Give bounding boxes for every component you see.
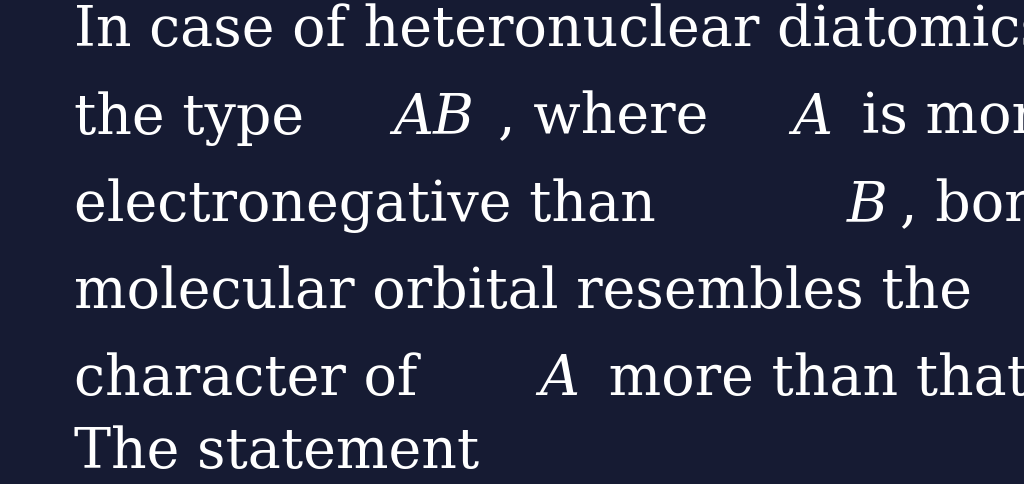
Text: , bonding: , bonding [900, 178, 1024, 232]
Text: character of: character of [74, 352, 435, 407]
Text: B: B [847, 178, 888, 232]
Text: molecular orbital resembles the: molecular orbital resembles the [74, 265, 972, 319]
Text: , where: , where [498, 91, 726, 145]
Text: electronegative than: electronegative than [74, 178, 673, 232]
Text: The statement: The statement [74, 424, 479, 479]
Text: A: A [792, 91, 833, 145]
Text: more than that of: more than that of [591, 352, 1024, 407]
Text: In case of heteronuclear diatomics of: In case of heteronuclear diatomics of [74, 3, 1024, 58]
Text: is more: is more [844, 91, 1024, 145]
Text: A: A [540, 352, 580, 407]
Text: AB: AB [393, 91, 474, 145]
Text: the type: the type [74, 91, 322, 145]
